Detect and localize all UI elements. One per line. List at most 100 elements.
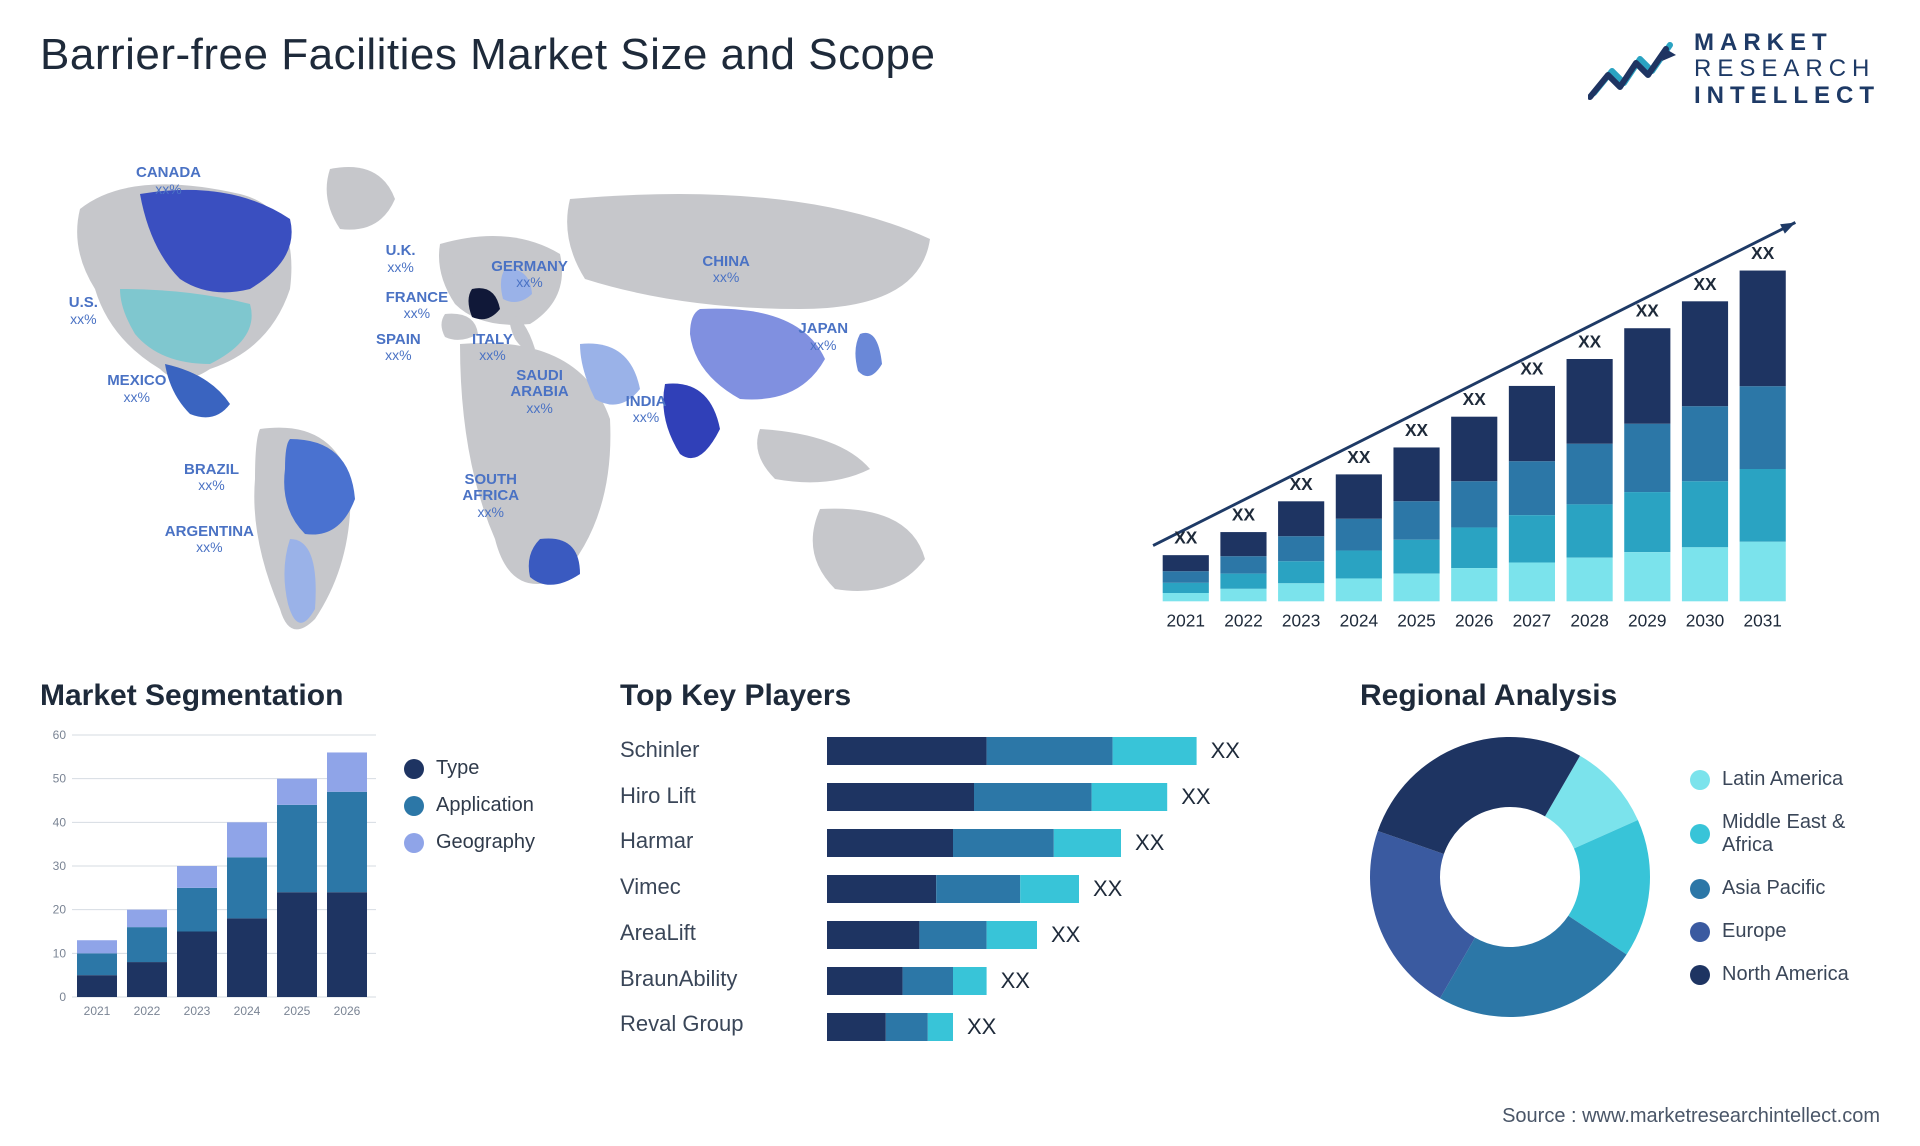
map-country-label: JAPANxx% bbox=[798, 321, 848, 353]
map-country-label: MEXICOxx% bbox=[107, 373, 166, 405]
svg-text:2026: 2026 bbox=[334, 1004, 361, 1018]
key-players-bars-svg: XXXXXXXXXXXXXX bbox=[814, 727, 1340, 1047]
svg-text:XX: XX bbox=[1051, 922, 1081, 947]
svg-text:60: 60 bbox=[53, 728, 67, 742]
svg-text:2021: 2021 bbox=[84, 1004, 111, 1018]
svg-text:2022: 2022 bbox=[134, 1004, 161, 1018]
world-map: CANADAxx% U.S.xx% MEXICOxx% BRAZILxx% ARGENT… bbox=[40, 139, 1000, 659]
player-name: Reval Group bbox=[620, 1011, 790, 1037]
key-players-title: Top Key Players bbox=[620, 679, 1340, 713]
segmentation-legend-item: Geography bbox=[404, 831, 535, 854]
regional-donut-svg bbox=[1360, 727, 1660, 1027]
map-country-label: CHINAxx% bbox=[702, 254, 750, 286]
legend-label: North America bbox=[1722, 963, 1849, 986]
regional-legend-item: Middle East &Africa bbox=[1690, 811, 1849, 857]
map-country-label: ARGENTINAxx% bbox=[165, 524, 254, 556]
regional-legend-item: North America bbox=[1690, 963, 1849, 986]
regional-section: Regional Analysis Latin America Middle Ea… bbox=[1360, 679, 1880, 1047]
svg-text:10: 10 bbox=[53, 947, 67, 961]
map-country-label: U.K.xx% bbox=[386, 243, 416, 275]
logo-line3: INTELLECT bbox=[1694, 83, 1880, 109]
legend-swatch-icon bbox=[1690, 965, 1710, 985]
svg-text:XX: XX bbox=[967, 1014, 997, 1039]
regional-legend: Latin America Middle East &Africa Asia Pac… bbox=[1690, 768, 1849, 986]
regional-legend-item: Europe bbox=[1690, 920, 1849, 943]
svg-text:2028: 2028 bbox=[1570, 610, 1608, 630]
player-name: Harmar bbox=[620, 828, 790, 854]
svg-text:XX: XX bbox=[1290, 474, 1314, 494]
svg-text:0: 0 bbox=[59, 990, 66, 1004]
svg-text:XX: XX bbox=[1135, 830, 1165, 855]
segmentation-section: Market Segmentation 0 10 20 30 40 50 60 2021 202… bbox=[40, 679, 600, 1047]
svg-text:2025: 2025 bbox=[1397, 610, 1435, 630]
map-country-label: BRAZILxx% bbox=[184, 462, 239, 494]
map-country-label: SOUTHAFRICAxx% bbox=[462, 472, 519, 520]
svg-text:2029: 2029 bbox=[1628, 610, 1666, 630]
svg-text:2023: 2023 bbox=[1282, 610, 1320, 630]
svg-text:XX: XX bbox=[1174, 528, 1198, 548]
segmentation-chart-svg: 0 10 20 30 40 50 60 2021 2022 2023 2024 2025 2026 bbox=[40, 727, 380, 1027]
svg-text:XX: XX bbox=[1405, 420, 1429, 440]
svg-text:XX: XX bbox=[1001, 968, 1031, 993]
logo-line1: MARKET bbox=[1694, 30, 1880, 56]
legend-swatch-icon bbox=[1690, 879, 1710, 899]
player-name: Vimec bbox=[620, 874, 790, 900]
svg-text:30: 30 bbox=[53, 859, 67, 873]
segmentation-title: Market Segmentation bbox=[40, 679, 600, 713]
segmentation-legend-item: Application bbox=[404, 794, 535, 817]
legend-label: Geography bbox=[436, 831, 535, 854]
legend-label: Middle East &Africa bbox=[1722, 811, 1845, 857]
svg-text:XX: XX bbox=[1181, 784, 1211, 809]
svg-text:2022: 2022 bbox=[1224, 610, 1262, 630]
player-name: AreaLift bbox=[620, 920, 790, 946]
player-name: Schinler bbox=[620, 737, 790, 763]
svg-text:XX: XX bbox=[1232, 505, 1256, 525]
segmentation-legend-item: Type bbox=[404, 757, 535, 780]
legend-label: Type bbox=[436, 757, 479, 780]
regional-legend-item: Asia Pacific bbox=[1690, 877, 1849, 900]
svg-text:2021: 2021 bbox=[1167, 610, 1205, 630]
map-country-label: CANADAxx% bbox=[136, 165, 201, 197]
svg-text:XX: XX bbox=[1211, 738, 1241, 763]
svg-text:2030: 2030 bbox=[1686, 610, 1724, 630]
map-country-label: U.S.xx% bbox=[69, 295, 98, 327]
svg-text:XX: XX bbox=[1093, 876, 1123, 901]
svg-text:50: 50 bbox=[53, 772, 67, 786]
legend-swatch-icon bbox=[404, 759, 424, 779]
key-players-section: Top Key Players Schinler Hiro Lift Harmar V… bbox=[620, 679, 1340, 1047]
svg-text:2024: 2024 bbox=[234, 1004, 261, 1018]
player-name: BraunAbility bbox=[620, 966, 790, 992]
svg-text:2026: 2026 bbox=[1455, 610, 1493, 630]
legend-swatch-icon bbox=[1690, 824, 1710, 844]
growth-chart: XX 2021 XX 2022 XX 2023 XX 2024 XX 2025 XX 2026 XX 20… bbox=[1030, 139, 1880, 659]
page-title: Barrier-free Facilities Market Size and … bbox=[40, 30, 936, 80]
map-country-label: ITALYxx% bbox=[472, 332, 513, 364]
svg-text:2031: 2031 bbox=[1743, 610, 1781, 630]
svg-text:40: 40 bbox=[53, 816, 67, 830]
legend-swatch-icon bbox=[1690, 770, 1710, 790]
segmentation-legend: Type Application Geography bbox=[404, 727, 535, 1027]
svg-text:XX: XX bbox=[1693, 274, 1717, 294]
regional-title: Regional Analysis bbox=[1360, 679, 1880, 713]
svg-text:20: 20 bbox=[53, 903, 67, 917]
logo-mark-icon bbox=[1588, 35, 1678, 105]
svg-text:2025: 2025 bbox=[284, 1004, 311, 1018]
player-name: Hiro Lift bbox=[620, 783, 790, 809]
key-players-list: Schinler Hiro Lift Harmar Vimec AreaLift Brau… bbox=[620, 727, 790, 1047]
map-country-label: INDIAxx% bbox=[626, 394, 667, 426]
svg-text:2024: 2024 bbox=[1340, 610, 1379, 630]
svg-text:XX: XX bbox=[1347, 447, 1371, 467]
legend-label: Latin America bbox=[1722, 768, 1843, 791]
legend-swatch-icon bbox=[404, 796, 424, 816]
growth-chart-svg: XX 2021 XX 2022 XX 2023 XX 2024 XX 2025 XX 2026 XX 20… bbox=[1030, 159, 1880, 659]
legend-label: Asia Pacific bbox=[1722, 877, 1825, 900]
svg-text:XX: XX bbox=[1578, 332, 1602, 352]
legend-swatch-icon bbox=[1690, 922, 1710, 942]
svg-text:XX: XX bbox=[1520, 359, 1544, 379]
legend-label: Application bbox=[436, 794, 534, 817]
svg-text:2023: 2023 bbox=[184, 1004, 211, 1018]
legend-swatch-icon bbox=[404, 833, 424, 853]
svg-text:2027: 2027 bbox=[1513, 610, 1551, 630]
map-country-label: FRANCExx% bbox=[386, 290, 449, 322]
svg-text:XX: XX bbox=[1463, 389, 1487, 409]
